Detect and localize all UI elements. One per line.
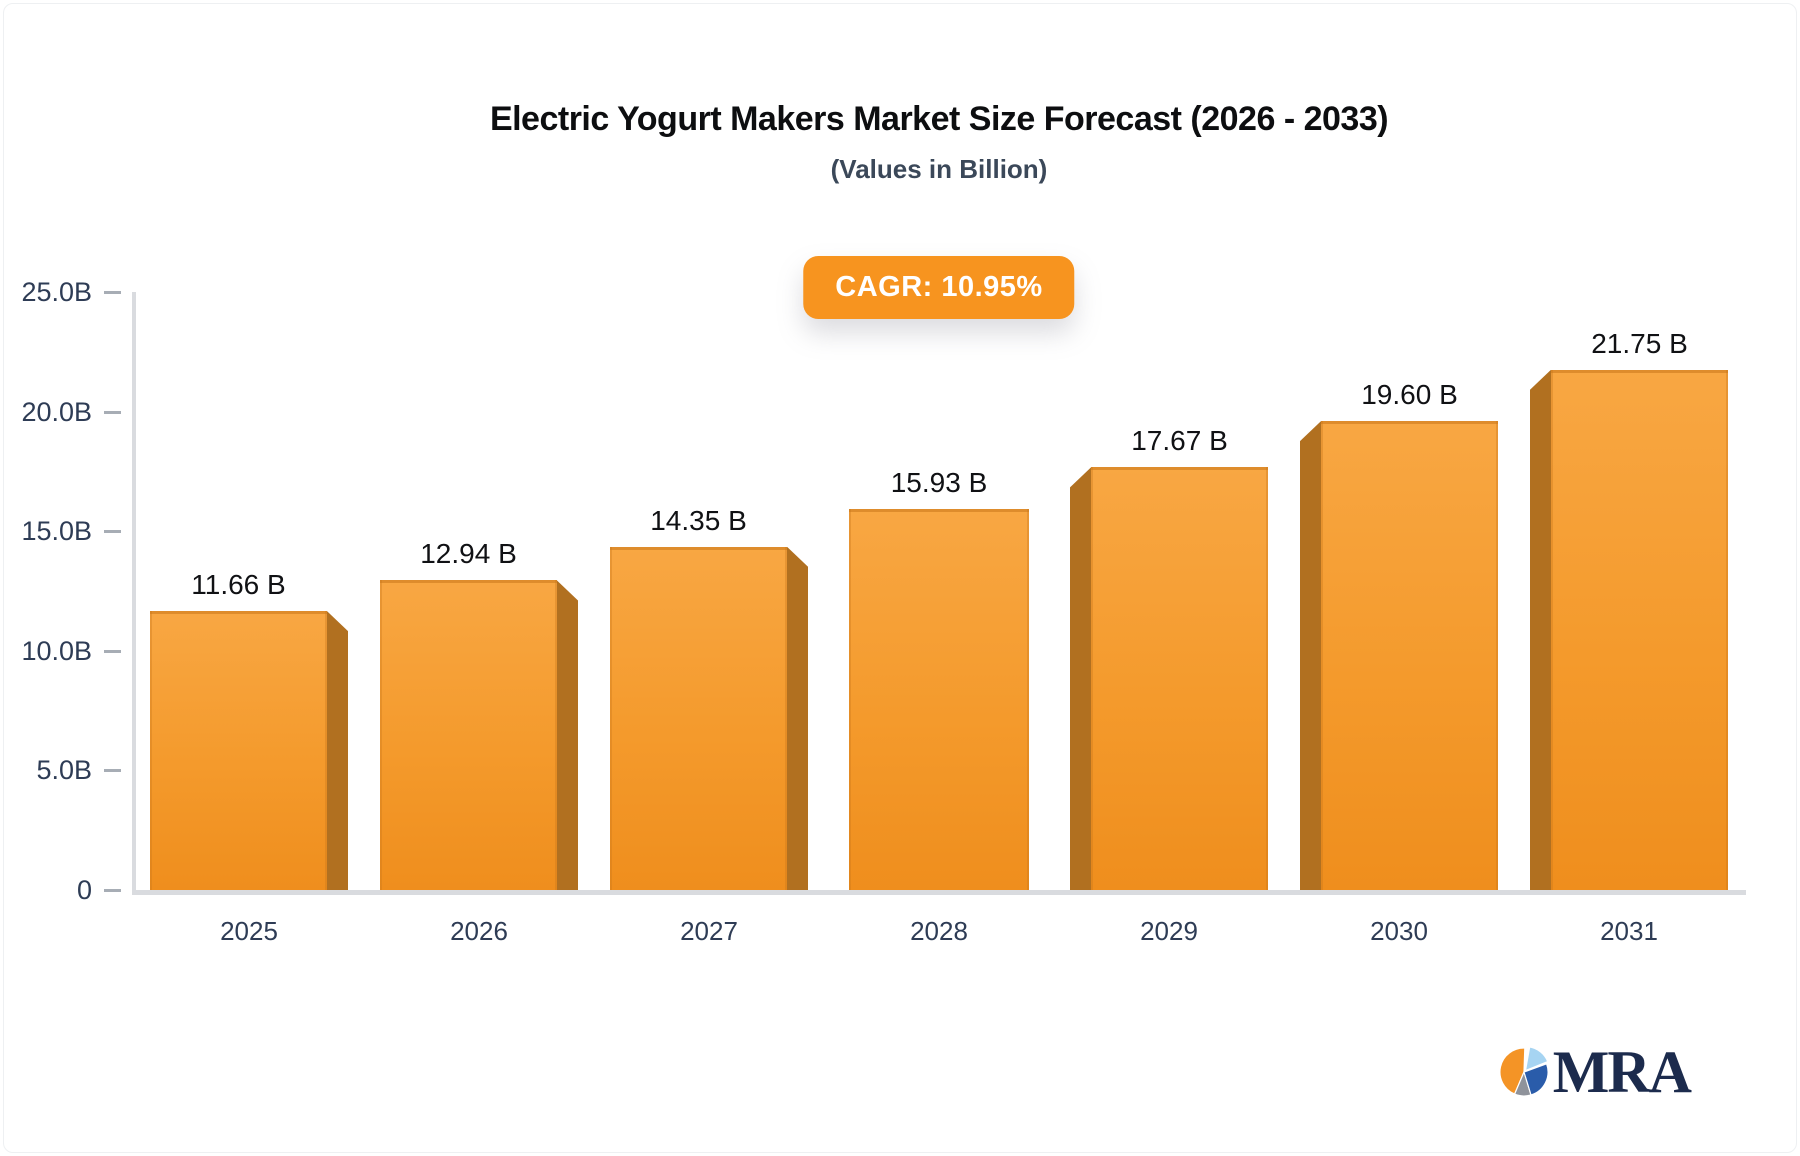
x-axis-label: 2029 (1140, 916, 1198, 946)
y-axis-tick-label: 0 (76, 875, 92, 905)
brand-logo: MRA (1498, 1039, 1692, 1105)
x-axis-label: 2028 (910, 916, 968, 946)
y-axis-tick-label: 5.0B (36, 755, 92, 786)
y-axis-tick-label: 20.0B (21, 396, 92, 427)
plot-area: 11.66 B 2025 12.94 B 2026 14.35 B 2027 15.93 B… (132, 292, 1746, 946)
cagr-badge: CAGR: 10.95% (803, 256, 1075, 319)
y-axis-tick-mark (104, 649, 121, 653)
y-axis-tick-mark (104, 291, 121, 294)
bar-3d-side (1300, 421, 1321, 890)
bar-face (1551, 369, 1728, 890)
bar-slot: 19.60 B 2030 (1284, 292, 1514, 946)
chart-subtitle: (Values in Billion) (830, 154, 1048, 184)
bar-2028: 15.93 B (849, 467, 1029, 890)
bar-face (610, 546, 787, 890)
pie-chart-icon (1499, 1046, 1549, 1097)
y-axis-tick-mark (104, 769, 121, 773)
bar-value-label: 21.75 B (1591, 327, 1688, 359)
bar-slot: 15.93 B 2028 (824, 292, 1054, 946)
bar-slot: 14.35 B 2027 (594, 292, 824, 946)
bars-area: 11.66 B 2025 12.94 B 2026 14.35 B 2027 15.93 B… (134, 292, 1744, 946)
bar-3d-side (1530, 369, 1551, 890)
x-axis-label: 2031 (1600, 916, 1658, 946)
x-axis-line (132, 890, 1746, 895)
bar-2030: 19.60 B (1300, 379, 1498, 890)
bar-slot: 21.75 B 2031 (1514, 292, 1744, 946)
bar-2025: 11.66 B (150, 569, 348, 890)
bar-face (150, 611, 327, 890)
bar-2027: 14.35 B (610, 505, 808, 890)
y-axis-tick: 15.0B (4, 516, 134, 546)
x-axis-label: 2025 (220, 916, 278, 946)
bar-face (849, 508, 1029, 890)
y-axis-tick-mark (104, 530, 121, 534)
bar-slot: 17.67 B 2029 (1054, 292, 1284, 946)
bar-3d-side (787, 546, 808, 890)
y-axis: 25.0B 20.0B 15.0B 10.0B 5.0B 0 (4, 277, 134, 905)
bar-value-label: 17.67 B (1131, 425, 1228, 457)
bar-slot: 12.94 B 2026 (364, 292, 594, 946)
bar-value-label: 14.35 B (650, 504, 747, 536)
y-axis-tick-label: 10.0B (21, 635, 92, 666)
y-axis-tick: 0 (4, 875, 134, 905)
y-axis-tick-mark (104, 410, 121, 414)
y-axis-tick: 25.0B (4, 277, 134, 307)
brand-logo-text: MRA (1552, 1039, 1692, 1105)
chart-card: Electric Yogurt Makers Market Size Forec… (3, 3, 1797, 1153)
x-axis-label: 2026 (450, 916, 508, 946)
bar-value-label: 15.93 B (890, 466, 988, 498)
bar-2026: 12.94 B (380, 538, 578, 890)
x-axis-label: 2027 (680, 916, 738, 946)
y-axis-line (132, 292, 136, 890)
bar-2029: 17.67 B (1070, 425, 1268, 890)
bar-2031: 21.75 B (1530, 328, 1728, 890)
y-axis-tick: 20.0B (4, 397, 134, 427)
page-title: Electric Yogurt Makers Market Size Forec… (489, 100, 1389, 138)
bar-face (1321, 421, 1498, 890)
bar-3d-side (557, 580, 578, 890)
bar-3d-side (327, 611, 348, 890)
bar-value-label: 19.60 B (1361, 379, 1458, 411)
y-axis-tick: 5.0B (4, 755, 134, 785)
bar-value-label: 11.66 B (191, 569, 286, 601)
bar-face (380, 580, 557, 890)
bar-face (1091, 467, 1268, 890)
y-axis-tick-label: 15.0B (21, 516, 92, 547)
bar-value-label: 12.94 B (420, 538, 517, 570)
y-axis-tick: 10.0B (4, 636, 134, 666)
x-axis-label: 2030 (1370, 916, 1428, 946)
y-axis-tick-mark (104, 889, 121, 892)
bar-3d-side (1070, 467, 1091, 890)
bar-slot: 11.66 B 2025 (134, 292, 364, 946)
y-axis-tick-label: 25.0B (21, 277, 92, 307)
